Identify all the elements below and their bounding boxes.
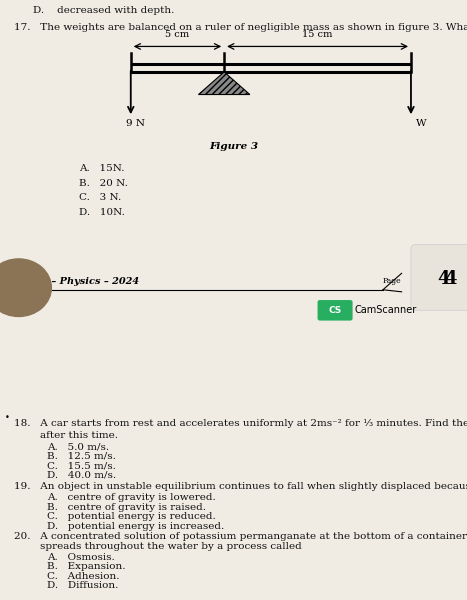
Text: 4: 4 xyxy=(438,271,450,289)
Text: B.   centre of gravity is raised.: B. centre of gravity is raised. xyxy=(47,503,205,512)
Polygon shape xyxy=(198,72,250,95)
Text: C.   Adhesion.: C. Adhesion. xyxy=(47,572,119,581)
Text: spreads throughout the water by a process called: spreads throughout the water by a proces… xyxy=(14,542,302,551)
Text: Page: Page xyxy=(383,277,402,285)
Text: CamScanner: CamScanner xyxy=(355,305,417,316)
Text: D.    decreased with depth.: D. decreased with depth. xyxy=(33,6,174,15)
Text: C.   15.5 m/s.: C. 15.5 m/s. xyxy=(47,461,115,470)
Text: A.   5.0 m/s.: A. 5.0 m/s. xyxy=(47,442,109,451)
Text: 5 cm: 5 cm xyxy=(165,30,190,39)
Text: 4: 4 xyxy=(445,271,457,289)
Text: D.   10N.: D. 10N. xyxy=(79,208,125,217)
FancyBboxPatch shape xyxy=(318,300,353,320)
Text: 19.   An object in unstable equilibrium continues to fall when slightly displace: 19. An object in unstable equilibrium co… xyxy=(14,482,467,491)
Text: after this time.: after this time. xyxy=(14,431,118,440)
Text: B.   Expansion.: B. Expansion. xyxy=(47,562,125,571)
Text: 18.   A car starts from rest and accelerates uniformly at 2ms⁻² for ¹⁄₃ minutes.: 18. A car starts from rest and accelerat… xyxy=(14,419,467,428)
Text: B.   12.5 m/s.: B. 12.5 m/s. xyxy=(47,452,115,461)
Text: •: • xyxy=(5,413,9,422)
Text: B.   20 N.: B. 20 N. xyxy=(79,179,128,188)
Text: 9 N: 9 N xyxy=(126,119,145,128)
Text: A.   Osmosis.: A. Osmosis. xyxy=(47,553,114,562)
Text: A.   centre of gravity is lowered.: A. centre of gravity is lowered. xyxy=(47,493,215,502)
Text: A.   15N.: A. 15N. xyxy=(79,164,125,173)
Text: D.   Diffusion.: D. Diffusion. xyxy=(47,581,118,590)
Text: CS: CS xyxy=(328,306,342,315)
Text: NEC'S – Physics – 2024: NEC'S – Physics – 2024 xyxy=(14,277,139,286)
Text: Figure 3: Figure 3 xyxy=(209,142,258,151)
FancyBboxPatch shape xyxy=(411,245,467,310)
Text: 15 cm: 15 cm xyxy=(302,30,333,39)
Text: W: W xyxy=(416,119,426,128)
Text: C.   3 N.: C. 3 N. xyxy=(79,193,121,202)
Text: C.   potential energy is reduced.: C. potential energy is reduced. xyxy=(47,512,215,521)
Text: D.   40.0 m/s.: D. 40.0 m/s. xyxy=(47,470,116,479)
Text: 17.   The weights are balanced on a ruler of negligible mass as shown in figure : 17. The weights are balanced on a ruler … xyxy=(14,23,467,32)
Text: D.   potential energy is increased.: D. potential energy is increased. xyxy=(47,521,224,530)
Circle shape xyxy=(0,259,51,316)
Text: 20.   A concentrated solution of potassium permanganate at the bottom of a conta: 20. A concentrated solution of potassium… xyxy=(14,532,467,541)
